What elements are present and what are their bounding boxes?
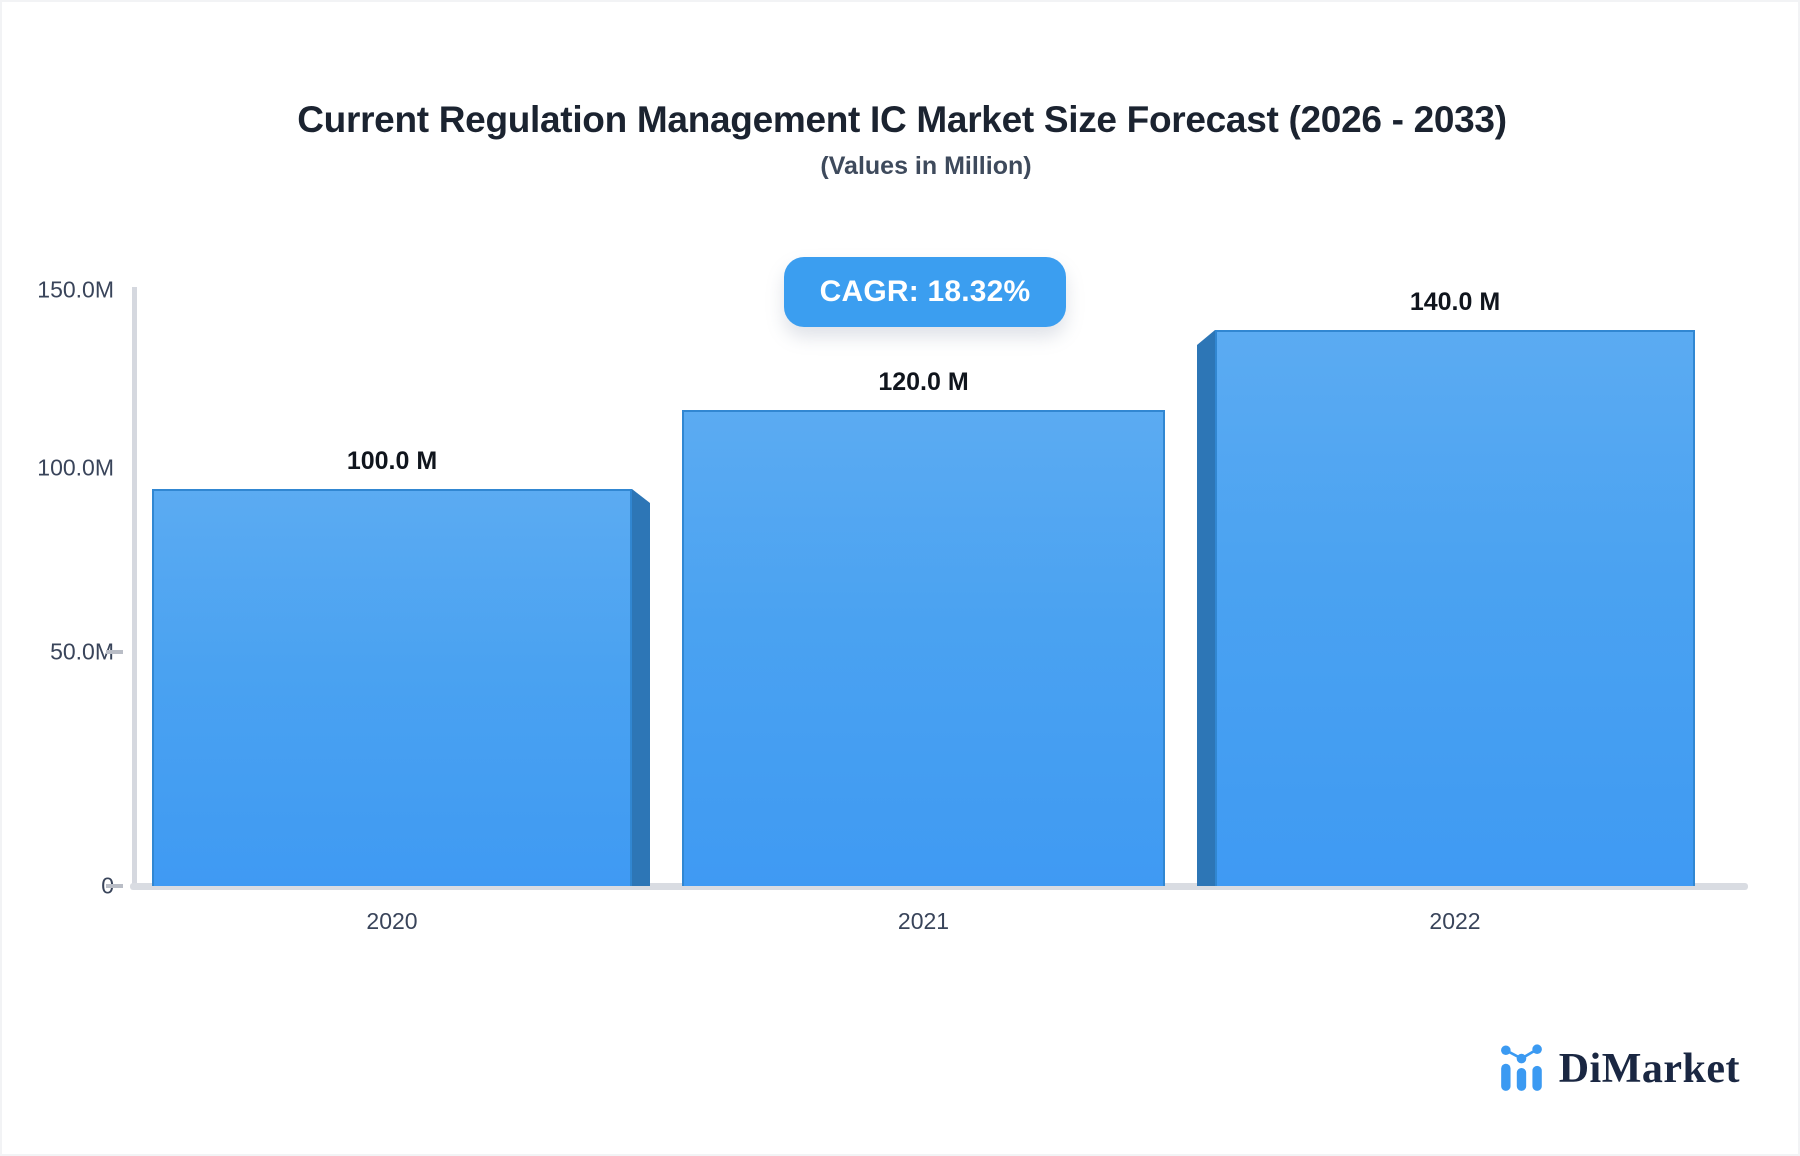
x-axis-label-2021: 2021: [897, 908, 950, 934]
bar-side-3d: [632, 489, 650, 886]
x-axis-label-2022: 2022: [1429, 908, 1481, 934]
x-axis-label-2020: 2020: [366, 908, 418, 934]
cagr-badge: CAGR: 18.32%: [784, 257, 1066, 327]
dimarket-logo: DiMarket: [1497, 1044, 1740, 1094]
y-axis-line: [132, 287, 137, 886]
cagr-badge-label: CAGR: 18.32%: [819, 275, 1031, 308]
bar-side-3d: [1197, 330, 1215, 886]
y-axis-tick-mark: [106, 650, 123, 654]
x-axis-baseline: [130, 883, 1748, 890]
chart-subtitle: (Values in Million): [820, 152, 1032, 180]
dimarket-logo-text: DiMarket: [1558, 1046, 1740, 1092]
bar-value-label: 100.0 M: [346, 447, 438, 475]
bar-2021[interactable]: [682, 410, 1165, 886]
bar-value-label: 140.0 M: [1409, 288, 1501, 316]
y-axis-tick-label: 150.0M: [37, 276, 114, 303]
y-axis-tick-label: 0: [12, 873, 114, 900]
y-axis-tick-label: 50.0M: [50, 638, 114, 665]
y-axis-tick-mark: [106, 884, 123, 888]
y-axis-tick-label: 100.0M: [37, 454, 114, 481]
bar-value-label: 120.0 M: [878, 368, 969, 396]
bar-2022[interactable]: [1215, 330, 1695, 886]
mini-bar-line-chart-icon: [1500, 1044, 1542, 1091]
bar-2020[interactable]: [152, 489, 632, 886]
chart-title: Current Regulation Management IC Market …: [297, 99, 1507, 140]
